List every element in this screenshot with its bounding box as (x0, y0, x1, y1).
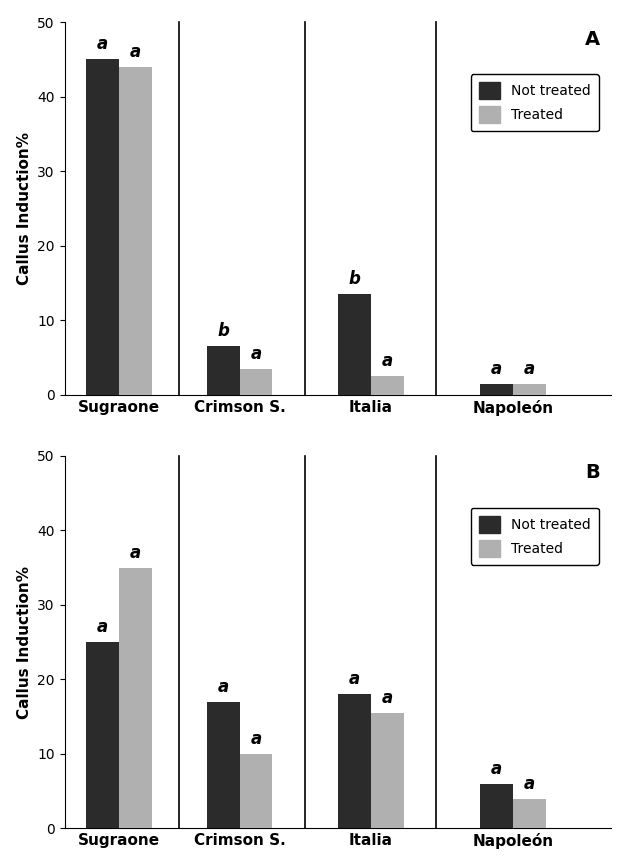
Text: a: a (382, 352, 392, 370)
Bar (480, 784, 513, 829)
Legend: Not treated, Treated: Not treated, Treated (470, 74, 599, 132)
Text: B: B (586, 463, 600, 482)
Bar (87, 60, 119, 395)
Bar (513, 384, 546, 395)
Bar (513, 798, 546, 829)
Legend: Not treated, Treated: Not treated, Treated (470, 507, 599, 565)
Bar (119, 567, 152, 829)
Text: a: a (382, 689, 392, 707)
Bar (207, 701, 239, 829)
Bar (338, 294, 371, 395)
Bar (87, 643, 119, 829)
Text: b: b (217, 322, 229, 340)
Y-axis label: Callus Induction%: Callus Induction% (17, 565, 31, 719)
Text: b: b (349, 270, 360, 288)
Bar (338, 695, 371, 829)
Text: a: a (251, 345, 261, 363)
Text: a: a (97, 36, 109, 54)
Bar (480, 384, 513, 395)
Y-axis label: Callus Induction%: Callus Induction% (17, 132, 31, 285)
Bar (239, 369, 273, 395)
Text: a: a (524, 359, 535, 378)
Text: a: a (251, 730, 261, 748)
Text: a: a (491, 359, 502, 378)
Text: a: a (349, 670, 360, 688)
Bar (371, 376, 404, 395)
Bar (371, 713, 404, 829)
Text: a: a (130, 544, 141, 562)
Text: a: a (491, 759, 502, 778)
Text: a: a (97, 618, 109, 637)
Text: A: A (585, 29, 600, 48)
Text: a: a (217, 678, 229, 695)
Bar (119, 67, 152, 395)
Bar (239, 754, 273, 829)
Text: a: a (524, 775, 535, 792)
Bar (207, 346, 239, 395)
Text: a: a (130, 43, 141, 61)
